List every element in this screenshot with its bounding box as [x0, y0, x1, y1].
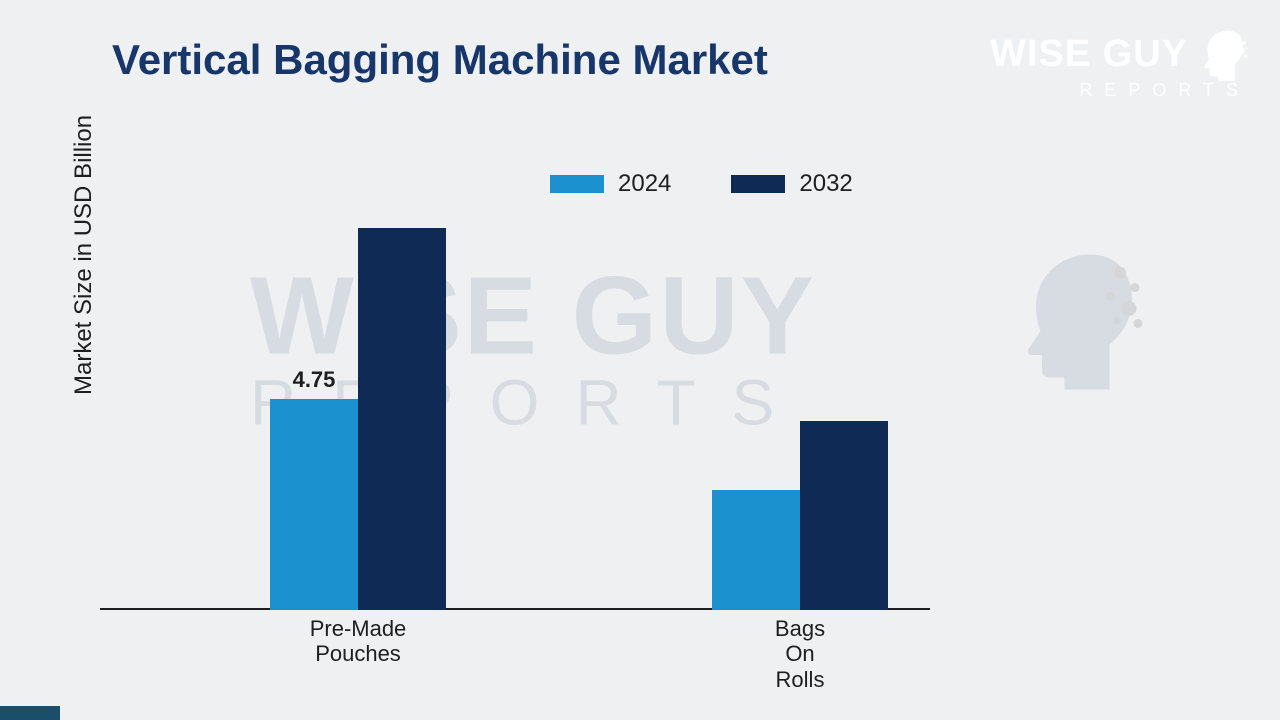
legend-label-2024: 2024: [618, 170, 671, 198]
category-label-0: Pre-Made Pouches: [310, 616, 407, 667]
legend-label-2032: 2032: [799, 170, 852, 198]
brand-tagline: REPORTS: [990, 80, 1250, 101]
bar-0-2032: [358, 228, 446, 610]
legend-swatch-2032: [731, 175, 785, 193]
chart-title: Vertical Bagging Machine Market: [112, 36, 768, 84]
bottom-accent: [0, 706, 60, 720]
plot-area: 4.75 Pre-Made Pouches Bags On Rolls: [100, 210, 930, 610]
chart-canvas: WISE GUY REPORTS Vertical Bagging Machin…: [0, 0, 1280, 720]
legend-item-2024: 2024: [550, 170, 671, 198]
legend-swatch-2024: [550, 175, 604, 193]
bar-1-2024-wrap: [712, 490, 800, 610]
legend-item-2032: 2032: [731, 170, 852, 198]
category-label-1: Bags On Rolls: [775, 616, 825, 692]
legend: 2024 2032: [550, 170, 853, 198]
brand-name: WISE GUY: [990, 33, 1188, 76]
bar-0-2024: [270, 399, 358, 610]
bar-group-1: Bags On Rolls: [712, 421, 888, 610]
bar-group-0: 4.75 Pre-Made Pouches: [270, 228, 446, 610]
bar-1-2032: [800, 421, 888, 610]
bar-0-2024-wrap: 4.75: [270, 399, 358, 610]
bar-0-2024-label: 4.75: [293, 367, 336, 393]
brand-logo: WISE GUY REPORTS: [990, 26, 1250, 101]
y-axis-label: Market Size in USD Billion: [70, 115, 98, 395]
bar-1-2024: [712, 490, 800, 610]
bar-0-2032-wrap: [358, 228, 446, 610]
brand-head-icon: [1194, 26, 1250, 82]
bar-1-2032-wrap: [800, 421, 888, 610]
